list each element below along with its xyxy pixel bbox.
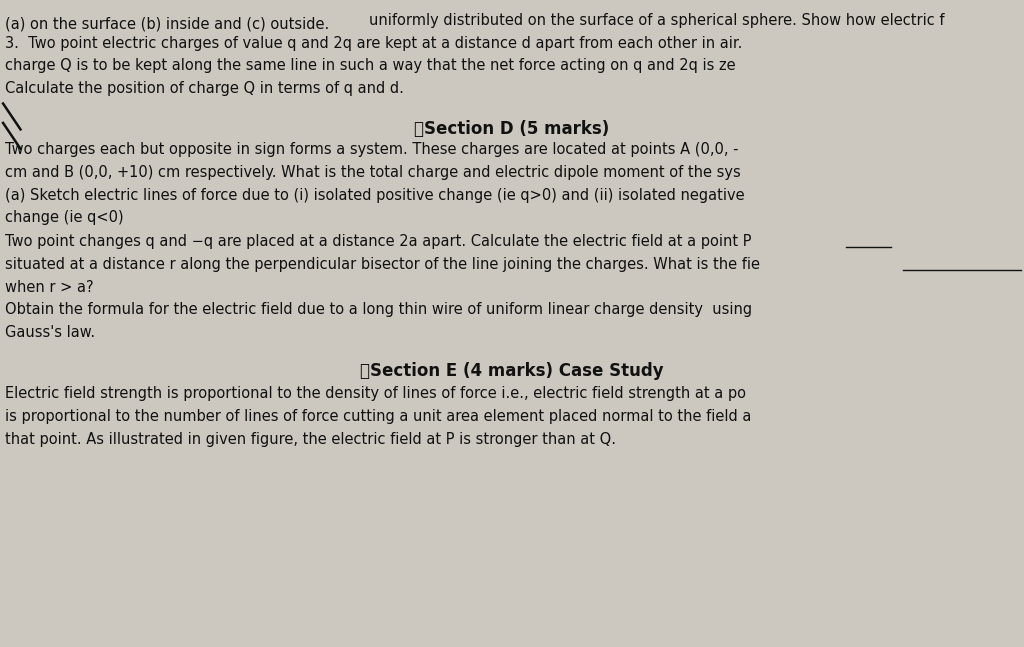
Text: Calculate the position of charge Q in terms of q and d.: Calculate the position of charge Q in te… [5,81,404,96]
Text: cm and B (0,0, +10) cm respectively. What is the total charge and electric dipol: cm and B (0,0, +10) cm respectively. Wha… [5,165,741,180]
Text: that point. As illustrated in given figure, the electric field at P is stronger : that point. As illustrated in given figu… [5,432,616,446]
Text: ⓘSection D (5 marks): ⓘSection D (5 marks) [415,120,609,138]
Text: (a) Sketch electric lines of force due to (i) isolated positive change (ie q>0) : (a) Sketch electric lines of force due t… [5,188,744,203]
Text: is proportional to the number of lines of force cutting a unit area element plac: is proportional to the number of lines o… [5,409,752,424]
Text: Two charges each but opposite in sign forms a system. These charges are located : Two charges each but opposite in sign fo… [5,142,738,157]
Text: Two point changes q and −q are placed at a distance 2a apart. Calculate the elec: Two point changes q and −q are placed at… [5,234,752,249]
Text: change (ie q<0): change (ie q<0) [5,210,124,225]
Text: charge Q is to be kept along the same line in such a way that the net force acti: charge Q is to be kept along the same li… [5,58,736,73]
Text: (a) on the surface (b) inside and (c) outside.: (a) on the surface (b) inside and (c) ou… [5,16,330,31]
Text: Electric field strength is proportional to the density of lines of force i.e., e: Electric field strength is proportional … [5,386,746,401]
Text: situated at a distance r along the perpendicular bisector of the line joining th: situated at a distance r along the perpe… [5,257,760,272]
Text: uniformly distributed on the surface of a spherical sphere. Show how electric f: uniformly distributed on the surface of … [369,13,944,28]
Text: Gauss's law.: Gauss's law. [5,325,95,340]
Text: ⓈSection E (4 marks) Case Study: ⓈSection E (4 marks) Case Study [360,362,664,380]
Text: 3.  Two point electric charges of value q and 2q are kept at a distance d apart : 3. Two point electric charges of value q… [5,36,742,50]
Text: when r > a?: when r > a? [5,280,94,294]
Text: Obtain the formula for the electric field due to a long thin wire of uniform lin: Obtain the formula for the electric fiel… [5,302,753,317]
